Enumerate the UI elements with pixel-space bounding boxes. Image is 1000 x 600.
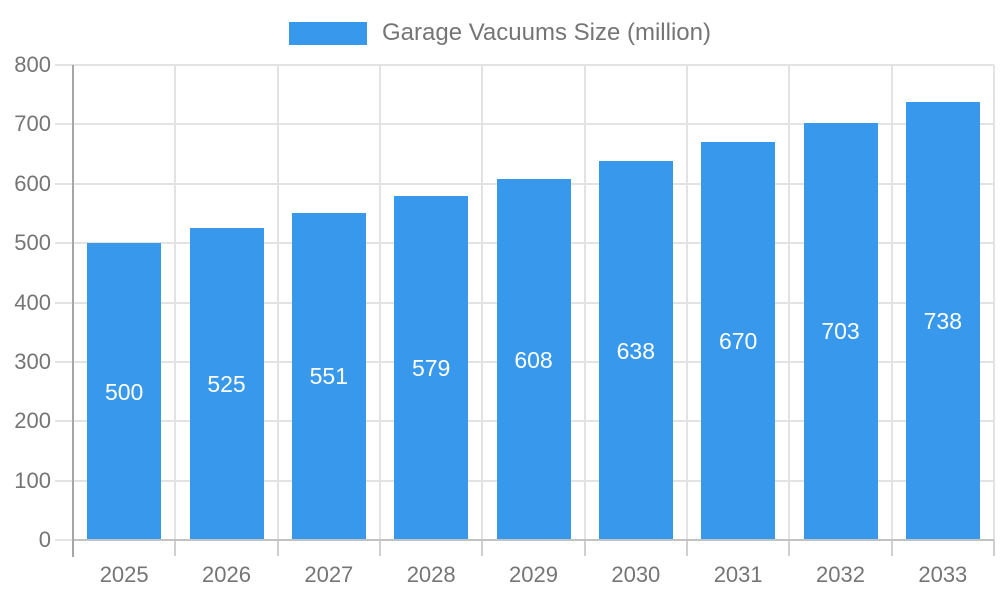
bar-2028[interactable]: 579 <box>394 196 469 540</box>
grid-line-horizontal <box>55 123 994 126</box>
x-axis-tick <box>174 540 177 556</box>
x-axis-tick <box>276 540 279 556</box>
grid-line-vertical <box>174 65 177 540</box>
chart-legend[interactable]: Garage Vacuums Size (million) <box>0 19 1000 47</box>
bar-2032[interactable]: 703 <box>803 122 878 540</box>
grid-line-vertical <box>686 65 688 540</box>
bar-2031[interactable]: 670 <box>701 142 776 540</box>
x-axis-label: 2027 <box>304 562 354 587</box>
grid-line-vertical <box>481 65 484 540</box>
x-axis-label: 2026 <box>202 562 251 587</box>
bar-value-label: 738 <box>923 307 963 334</box>
bar-value-label: 608 <box>514 346 553 373</box>
bar-value-label: 551 <box>309 363 349 390</box>
x-axis-tick <box>993 540 995 556</box>
legend-swatch <box>288 21 367 45</box>
y-axis-label: 200 <box>14 408 51 434</box>
y-axis-label: 300 <box>14 348 51 374</box>
x-axis-tick <box>890 540 893 556</box>
grid-line-vertical <box>379 65 381 540</box>
bar-value-label: 525 <box>207 371 246 398</box>
x-axis-tick <box>583 540 586 556</box>
x-axis-label: 2030 <box>611 562 661 587</box>
y-axis-label: 700 <box>14 111 51 137</box>
grid-line-vertical <box>993 65 995 540</box>
bar-value-label: 703 <box>821 318 860 345</box>
y-axis-tick <box>55 539 73 541</box>
x-axis-label: 2033 <box>918 562 968 587</box>
bar-2030[interactable]: 638 <box>598 161 673 540</box>
x-axis-label: 2031 <box>713 562 763 587</box>
x-axis-label: 2032 <box>816 562 865 587</box>
bar-2027[interactable]: 551 <box>291 212 366 540</box>
bar-2033[interactable]: 738 <box>905 101 980 540</box>
x-axis-label: 2028 <box>406 562 456 587</box>
grid-line-vertical <box>276 65 279 540</box>
x-axis-line <box>73 539 994 541</box>
x-axis-label: 2025 <box>99 562 149 587</box>
x-axis-tick <box>788 540 791 556</box>
grid-line-vertical <box>890 65 893 540</box>
bar-value-label: 670 <box>718 328 758 355</box>
grid-line-vertical <box>788 65 791 540</box>
bar-value-label: 500 <box>104 378 144 405</box>
bar-value-label: 579 <box>411 355 451 382</box>
y-axis-label: 100 <box>14 467 51 493</box>
y-axis-line <box>72 65 74 557</box>
y-axis-label: 600 <box>14 170 51 196</box>
grid-line-horizontal <box>55 64 994 66</box>
x-axis-label: 2029 <box>509 562 558 587</box>
bar-2026[interactable]: 525 <box>189 228 264 540</box>
bar-2029[interactable]: 608 <box>496 179 571 540</box>
legend-label: Garage Vacuums Size (million) <box>381 19 711 46</box>
grid-line-vertical <box>583 65 586 540</box>
x-axis-tick <box>481 540 484 556</box>
x-axis-tick <box>686 540 688 556</box>
x-axis-tick <box>379 540 381 556</box>
y-axis-label: 400 <box>14 289 51 315</box>
bar-value-label: 638 <box>616 337 656 364</box>
y-axis-label: 800 <box>14 52 51 77</box>
bar-2025[interactable]: 500 <box>87 243 162 540</box>
y-axis-label: 0 <box>38 527 51 552</box>
y-axis-label: 500 <box>14 230 51 256</box>
